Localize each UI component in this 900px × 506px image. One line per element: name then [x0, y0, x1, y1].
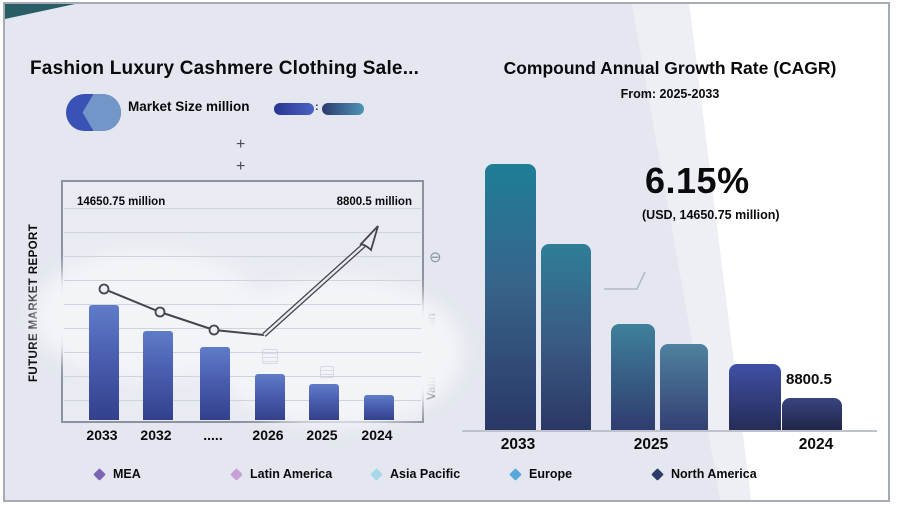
right-chart-baseline [462, 430, 877, 432]
annotation-2024-value: 8800.5 million [336, 196, 412, 208]
legend-diamond-icon [230, 467, 243, 481]
legend-diamond-icon [93, 467, 106, 481]
left-xlabel-2025: 2025 [306, 427, 338, 443]
bar-2032 [143, 331, 173, 420]
bar-2024 [364, 395, 394, 420]
bar-2026 [255, 374, 285, 420]
legend-item-north-america: North America [651, 467, 757, 481]
plus-mark-bottom: + [236, 158, 246, 175]
legend-label: Europe [529, 467, 573, 481]
corner-bracket-decoration [604, 271, 646, 290]
cagr-subtitle: From: 2025-2033 [620, 87, 720, 101]
ratio-pill-left [274, 103, 314, 115]
left-xlabel-2026: 2026 [252, 427, 284, 443]
legend-item-asia-pacific: Asia Pacific [370, 467, 461, 481]
ratio-colon: : [315, 101, 319, 113]
legend-item-europe: Europe [509, 467, 573, 481]
legend-item-mea: MEA [93, 467, 141, 481]
legend-label: Asia Pacific [390, 467, 461, 481]
legend-label: Latin America [250, 467, 333, 481]
left-xlabel-2033: 2033 [86, 427, 118, 443]
cagr-percentage: 6.15% [645, 160, 750, 201]
cagr-bar-2025-a [611, 324, 655, 431]
cagr-bar-2025-b [660, 344, 708, 431]
bar-2025 [309, 384, 339, 420]
left-xlabel-ellipsis: ..... [203, 427, 223, 443]
market-size-chart-panel: 14650.75 million 8800.5 million [33, 180, 463, 427]
plus-mark-top: + [236, 136, 246, 153]
legend-diamond-icon [651, 467, 664, 481]
bar-value-label-8800: 8800.5 [786, 371, 832, 388]
cagr-bar-2024-a [729, 364, 781, 431]
bar-2033 [89, 305, 119, 420]
cagr-header: Compound Annual Growth Rate (CAGR) From:… [455, 58, 885, 101]
cagr-bar-2033-b [541, 244, 591, 431]
page-title: Fashion Luxury Cashmere Clothing Sale... [30, 58, 420, 79]
annotation-2033-value: 14650.75 million [77, 196, 166, 208]
bar-ellipsis [200, 347, 230, 420]
legend-diamond-icon [370, 467, 383, 481]
left-xlabel-2032: 2032 [140, 427, 172, 443]
circled-minus-icon: ⊖ [429, 249, 442, 266]
cagr-bar-2033-a [485, 164, 536, 431]
market-size-pill-icon [66, 94, 121, 131]
ghost-table-icon [320, 366, 334, 378]
left-xlabel-2024: 2024 [361, 427, 393, 443]
legend-diamond-icon [509, 467, 522, 481]
ghost-table-icon [262, 349, 278, 364]
cagr-title: Compound Annual Growth Rate (CAGR) [503, 58, 837, 78]
right-xlabel-2033: 2033 [500, 436, 536, 453]
teal-corner-accent [5, 4, 75, 19]
trend-line-with-arrow [98, 225, 379, 337]
legend-item-latin-america: Latin America [230, 467, 333, 481]
market-size-label: Market Size million [128, 99, 250, 114]
legend-label: MEA [113, 467, 141, 481]
cagr-bar-2024-b [782, 398, 842, 431]
cagr-basis: (USD, 14650.75 million) [642, 208, 780, 222]
right-xlabel-2025: 2025 [633, 436, 669, 453]
ratio-pill-right [322, 103, 364, 115]
legend-label: North America [671, 467, 757, 481]
right-xlabel-2024: 2024 [798, 436, 834, 453]
pill-icon-light-half [82, 94, 121, 131]
